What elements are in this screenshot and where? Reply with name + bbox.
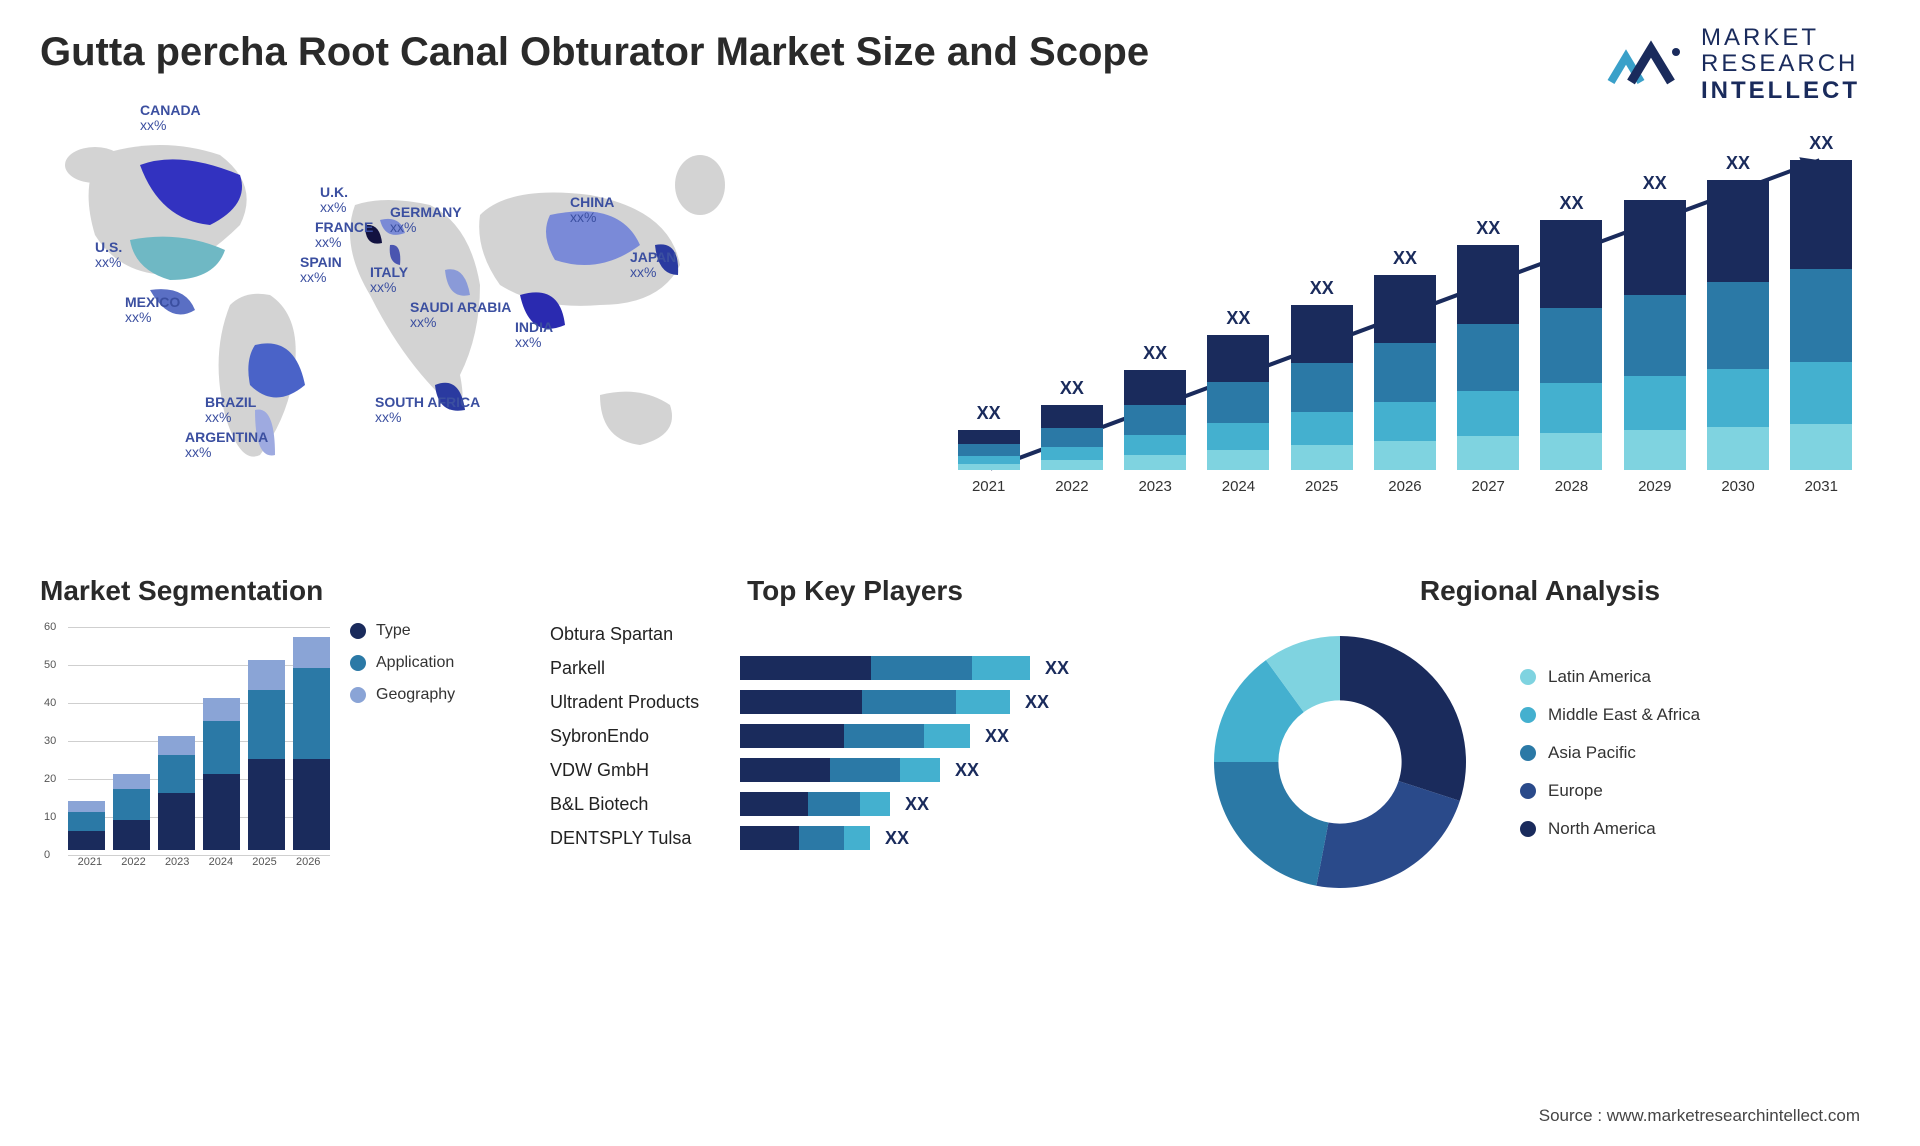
growth-bar-2023: XX2023 bbox=[1117, 343, 1194, 495]
regional-legend: Latin America Middle East & Africa Asia Pa… bbox=[1520, 667, 1700, 857]
growth-chart: XX2021XX2022XX2023XX2024XX2025XX2026XX20… bbox=[950, 95, 1880, 525]
map-label-southafrica: SOUTH AFRICAxx% bbox=[375, 395, 480, 426]
seg-legend-geography: Geography bbox=[350, 686, 455, 704]
player-row-blbiotech: B&L BiotechXX bbox=[550, 792, 1160, 816]
map-label-argentina: ARGENTINAxx% bbox=[185, 430, 268, 461]
regional-legend-latinamerica: Latin America bbox=[1520, 667, 1700, 687]
seg-bar-2026 bbox=[293, 637, 330, 850]
growth-bar-2030: XX2030 bbox=[1699, 153, 1776, 495]
page-title: Gutta percha Root Canal Obturator Market… bbox=[40, 30, 1880, 75]
player-row-obturaspartan: Obtura Spartan bbox=[550, 622, 1160, 646]
player-row-vdwgmbh: VDW GmbHXX bbox=[550, 758, 1160, 782]
regional-panel: Regional Analysis Latin America Middle Ea… bbox=[1200, 575, 1880, 902]
map-label-india: INDIAxx% bbox=[515, 320, 553, 351]
growth-bar-2021: XX2021 bbox=[950, 403, 1027, 495]
regional-title: Regional Analysis bbox=[1200, 575, 1880, 607]
regional-donut bbox=[1200, 622, 1480, 902]
map-label-spain: SPAINxx% bbox=[300, 255, 342, 286]
segmentation-legend: Type Application Geography bbox=[350, 622, 455, 872]
map-label-china: CHINAxx% bbox=[570, 195, 614, 226]
logo: MARKET RESEARCH INTELLECT bbox=[1606, 25, 1860, 104]
map-label-france: FRANCExx% bbox=[315, 220, 373, 251]
map-label-us: U.S.xx% bbox=[95, 240, 122, 271]
regional-legend-asiapacific: Asia Pacific bbox=[1520, 743, 1700, 763]
logo-line1: MARKET bbox=[1701, 25, 1860, 51]
map-label-italy: ITALYxx% bbox=[370, 265, 408, 296]
growth-bar-2024: XX2024 bbox=[1200, 308, 1277, 495]
growth-bar-2028: XX2028 bbox=[1533, 193, 1610, 495]
seg-bar-2022 bbox=[113, 774, 150, 850]
growth-bar-2026: XX2026 bbox=[1366, 248, 1443, 495]
source-text: Source : www.marketresearchintellect.com bbox=[1539, 1106, 1860, 1126]
players-title: Top Key Players bbox=[550, 575, 1160, 607]
player-row-parkell: ParkellXX bbox=[550, 656, 1160, 680]
seg-bar-2025 bbox=[248, 660, 285, 850]
regional-legend-europe: Europe bbox=[1520, 781, 1700, 801]
growth-bar-2027: XX2027 bbox=[1450, 218, 1527, 495]
players-panel: Top Key Players Obtura Spartan ParkellXX U… bbox=[550, 575, 1160, 902]
segmentation-panel: Market Segmentation 01020304050602021202… bbox=[40, 575, 510, 902]
map-label-mexico: MEXICOxx% bbox=[125, 295, 180, 326]
logo-line2: RESEARCH bbox=[1701, 51, 1860, 77]
growth-bar-2022: XX2022 bbox=[1033, 378, 1110, 495]
player-row-sybronendo: SybronEndoXX bbox=[550, 724, 1160, 748]
map-label-canada: CANADAxx% bbox=[140, 103, 201, 134]
map-label-germany: GERMANYxx% bbox=[390, 205, 462, 236]
map-label-brazil: BRAZILxx% bbox=[205, 395, 256, 426]
map-label-japan: JAPANxx% bbox=[630, 250, 676, 281]
regional-legend-middleeastafrica: Middle East & Africa bbox=[1520, 705, 1700, 725]
seg-legend-type: Type bbox=[350, 622, 455, 640]
segmentation-chart: 0102030405060202120222023202420252026 bbox=[40, 622, 330, 872]
growth-bar-2031: XX2031 bbox=[1783, 133, 1860, 495]
player-row-ultradentproducts: Ultradent ProductsXX bbox=[550, 690, 1160, 714]
seg-legend-application: Application bbox=[350, 654, 455, 672]
segmentation-title: Market Segmentation bbox=[40, 575, 510, 607]
seg-bar-2024 bbox=[203, 698, 240, 850]
growth-bar-2029: XX2029 bbox=[1616, 173, 1693, 495]
growth-bar-2025: XX2025 bbox=[1283, 278, 1360, 495]
seg-bar-2023 bbox=[158, 736, 195, 850]
regional-legend-northamerica: North America bbox=[1520, 819, 1700, 839]
world-map-panel: CANADAxx% U.S.xx%MEXICOxx% BRAZILxx% ARGENT… bbox=[40, 95, 890, 525]
player-row-dentsplytulsa: DENTSPLY TulsaXX bbox=[550, 826, 1160, 850]
map-label-uk: U.K.xx% bbox=[320, 185, 348, 216]
map-label-saudiarabia: SAUDI ARABIAxx% bbox=[410, 300, 511, 331]
logo-icon bbox=[1606, 37, 1686, 92]
seg-bar-2021 bbox=[68, 801, 105, 850]
